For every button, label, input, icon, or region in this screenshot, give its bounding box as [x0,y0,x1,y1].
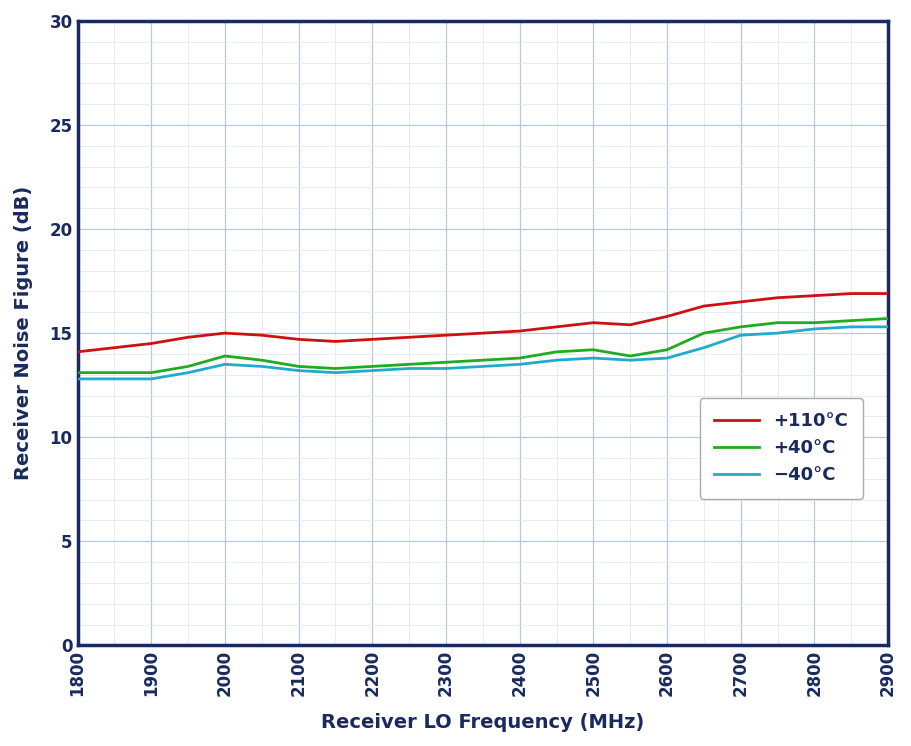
−40°C [330,369,341,377]
−40°C [773,329,783,338]
+110°C [735,298,746,307]
+110°C [883,289,894,298]
Line: +40°C: +40°C [77,319,888,373]
+110°C [809,291,820,300]
−40°C [699,343,710,352]
+110°C [293,335,304,344]
+110°C [441,330,452,339]
+110°C [699,301,710,310]
−40°C [293,366,304,375]
+110°C [477,329,488,338]
+40°C [625,351,636,360]
+40°C [404,360,415,369]
−40°C [625,356,636,365]
+110°C [588,319,599,327]
+40°C [146,369,157,377]
−40°C [367,366,378,375]
+40°C [883,314,894,323]
+110°C [109,343,120,352]
+40°C [109,369,120,377]
+110°C [146,339,157,348]
+110°C [220,329,230,338]
+110°C [367,335,378,344]
+40°C [441,358,452,367]
Y-axis label: Receiver Noise Figure (dB): Receiver Noise Figure (dB) [14,186,33,480]
−40°C [109,374,120,383]
−40°C [182,369,193,377]
Line: −40°C: −40°C [77,327,888,379]
+110°C [773,293,783,302]
−40°C [883,322,894,331]
+40°C [367,362,378,371]
+110°C [625,320,636,329]
+40°C [477,356,488,365]
+40°C [588,345,599,354]
+40°C [773,319,783,327]
+40°C [220,351,230,360]
−40°C [845,322,856,331]
+40°C [256,356,267,365]
X-axis label: Receiver LO Frequency (MHz): Receiver LO Frequency (MHz) [322,713,644,732]
+110°C [551,322,562,331]
−40°C [220,360,230,369]
+40°C [735,322,746,331]
−40°C [735,330,746,339]
+40°C [809,319,820,327]
−40°C [72,374,83,383]
+40°C [330,364,341,373]
−40°C [477,362,488,371]
−40°C [514,360,525,369]
−40°C [661,354,672,363]
+110°C [72,348,83,357]
Line: +110°C: +110°C [77,294,888,352]
−40°C [146,374,157,383]
+110°C [661,312,672,321]
−40°C [256,362,267,371]
+40°C [699,329,710,338]
+110°C [256,330,267,339]
−40°C [551,356,562,365]
−40°C [588,354,599,363]
+40°C [514,354,525,363]
+40°C [72,369,83,377]
+110°C [514,327,525,336]
+40°C [551,348,562,357]
+110°C [845,289,856,298]
Legend: +110°C, +40°C, −40°C: +110°C, +40°C, −40°C [700,398,863,499]
−40°C [404,364,415,373]
−40°C [441,364,452,373]
+40°C [182,362,193,371]
−40°C [809,325,820,333]
+110°C [330,337,341,346]
+110°C [182,333,193,342]
+40°C [293,362,304,371]
+40°C [661,345,672,354]
+40°C [845,316,856,325]
+110°C [404,333,415,342]
